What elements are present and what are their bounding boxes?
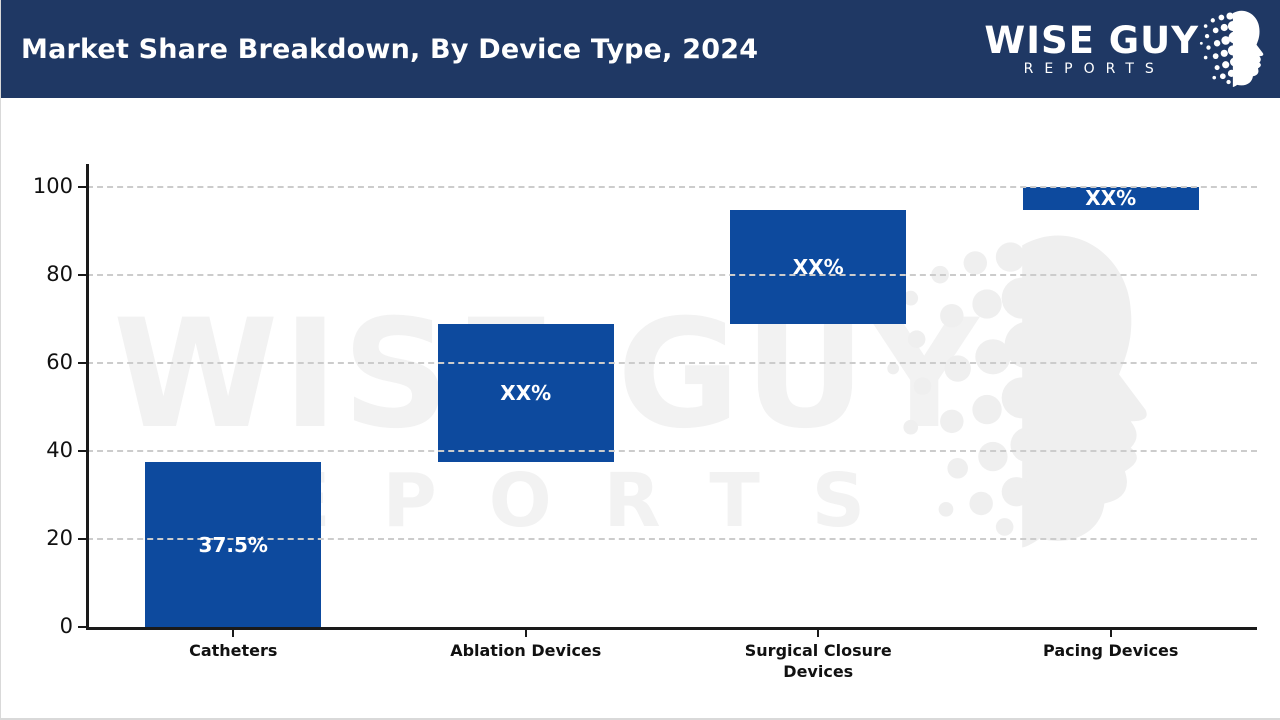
bar-catheters xyxy=(145,462,322,627)
dotted-head-icon xyxy=(1193,6,1267,92)
y-tick-label: 20 xyxy=(46,526,73,550)
y-tick-label: 60 xyxy=(46,350,73,374)
gridline xyxy=(87,186,1257,188)
bar-value-label: XX% xyxy=(500,381,552,406)
gridline xyxy=(87,362,1257,364)
bar-surgical-closure-devices xyxy=(730,209,907,325)
x-category-label: Pacing Devices xyxy=(1043,641,1179,660)
wiseguy-logo-text: WISE GUY REPORTS xyxy=(984,22,1199,76)
bar-value-label: XX% xyxy=(792,255,844,280)
y-tick xyxy=(78,186,86,188)
gridline xyxy=(87,538,1257,540)
x-tick xyxy=(817,629,820,637)
y-tick xyxy=(78,626,86,628)
y-tick xyxy=(78,450,86,452)
gridline xyxy=(87,274,1257,276)
wiseguy-logo: WISE GUY REPORTS xyxy=(984,6,1267,92)
x-category-label: Ablation Devices xyxy=(450,641,602,660)
x-category-label: Catheters xyxy=(189,641,278,660)
y-tick-label: 40 xyxy=(46,438,73,462)
bar-ablation-devices xyxy=(437,324,614,462)
chart-title: Market Share Breakdown, By Device Type, … xyxy=(21,33,759,65)
gridline xyxy=(87,450,1257,452)
y-axis-line xyxy=(86,164,89,629)
chart-area: WISE GUY REPORTS 0 20 40 60 80 100 37.5% Cathet… xyxy=(1,98,1280,718)
bar-pacing-devices xyxy=(1022,187,1199,210)
bar-value-label: 37.5% xyxy=(198,532,268,557)
x-tick xyxy=(1109,629,1112,637)
bar-value-label: XX% xyxy=(1085,186,1137,211)
header: Market Share Breakdown, By Device Type, … xyxy=(1,0,1280,98)
y-tick xyxy=(78,538,86,540)
x-axis-line xyxy=(86,627,1257,630)
x-tick xyxy=(524,629,527,637)
y-tick-label: 0 xyxy=(59,614,73,638)
y-tick-label: 100 xyxy=(32,174,73,198)
x-tick xyxy=(232,629,235,637)
y-tick xyxy=(78,362,86,364)
y-tick xyxy=(78,274,86,276)
y-tick-label: 80 xyxy=(46,262,73,286)
logo-brand-subtitle: REPORTS xyxy=(1023,61,1165,77)
watermark-head-icon xyxy=(863,216,1158,568)
x-category-label: Surgical Closure Devices xyxy=(744,641,892,681)
logo-brand-name: WISE GUY xyxy=(984,19,1199,62)
